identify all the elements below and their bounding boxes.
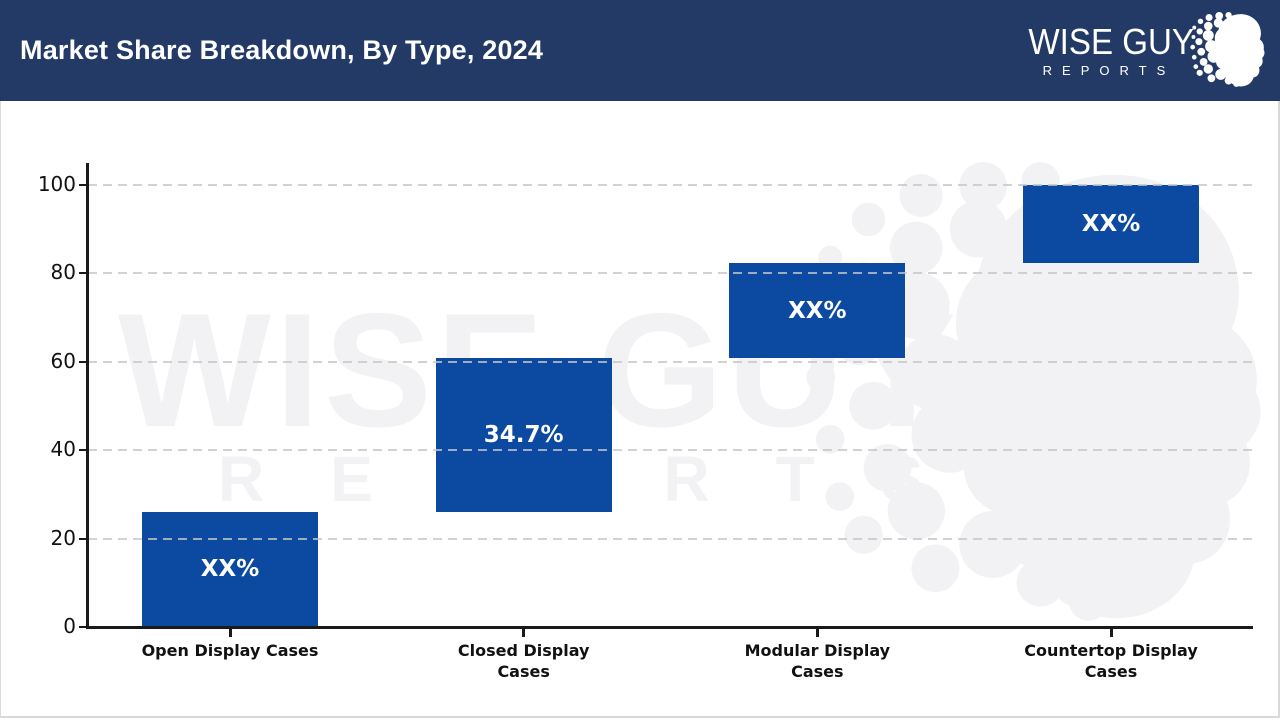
x-label-modular-display-cases: Modular Display Cases [687, 640, 947, 682]
page-title: Market Share Breakdown, By Type, 2024 [20, 35, 544, 65]
page-border-bottom [0, 716, 1280, 718]
x-category-label-line: Cases [497, 662, 550, 681]
y-tick-label: 40 [50, 437, 76, 462]
y-tick-mark [79, 449, 86, 452]
x-tick-mark [815, 629, 819, 637]
gridline [88, 449, 1253, 452]
x-label-countertop-display-cases: Countertop Display Cases [981, 640, 1241, 682]
y-tick-label: 0 [63, 614, 76, 638]
y-tick-label: 60 [50, 348, 76, 373]
y-tick-mark [79, 184, 86, 186]
bar-value-label: XX% [200, 556, 260, 583]
brand-logo: WISE GUY REPORTS [1014, 9, 1280, 93]
y-tick-mark [79, 272, 86, 275]
x-label-open-display-cases: Open Display Cases [100, 640, 360, 661]
gridline [88, 272, 1253, 275]
bar-value-label: XX% [1081, 210, 1141, 237]
x-axis-line [86, 626, 1253, 629]
brand-subtitle: REPORTS [1042, 62, 1176, 78]
bar-closed-display-cases [435, 358, 612, 512]
x-category-label-line: Cases [1084, 662, 1138, 681]
bar-countertop-display-cases [1023, 185, 1199, 263]
y-tick-label: 100 [37, 172, 76, 196]
brand-name: WISE GUY [1028, 20, 1194, 62]
gridline [88, 360, 1253, 363]
bar-value-label: 34.7% [483, 421, 564, 448]
bar-open-display-cases [142, 511, 318, 627]
gridline [88, 184, 1253, 186]
gridline [88, 537, 1253, 540]
x-category-label-line: Modular Display [744, 641, 891, 660]
y-axis-line [86, 163, 89, 629]
brand-face-icon [1190, 11, 1265, 87]
page-border-right [1278, 101, 1280, 717]
y-tick-label: 80 [50, 260, 76, 285]
x-category-label-line: Countertop Display [1024, 641, 1198, 660]
x-tick-mark [1109, 629, 1113, 637]
x-category-label-line: Cases [791, 662, 844, 681]
x-category-label-line: Open Display Cases [141, 641, 319, 660]
bar-value-label: XX% [788, 297, 847, 324]
header: Market Share Breakdown, By Type, 2024 WI… [0, 0, 1280, 101]
page-border-left [0, 101, 1, 717]
bar-modular-display-cases [729, 262, 906, 359]
brand-logo-text: WISE GUY REPORTS [1014, 20, 1194, 78]
x-tick-mark [522, 629, 526, 637]
x-category-label-line: Closed Display [457, 641, 590, 660]
y-tick-mark [79, 626, 86, 628]
x-tick-mark [228, 629, 232, 637]
y-tick-label: 20 [50, 525, 76, 550]
x-label-closed-display-cases: Closed Display Cases [394, 640, 654, 682]
y-tick-mark [79, 360, 86, 363]
y-tick-mark [79, 537, 86, 540]
